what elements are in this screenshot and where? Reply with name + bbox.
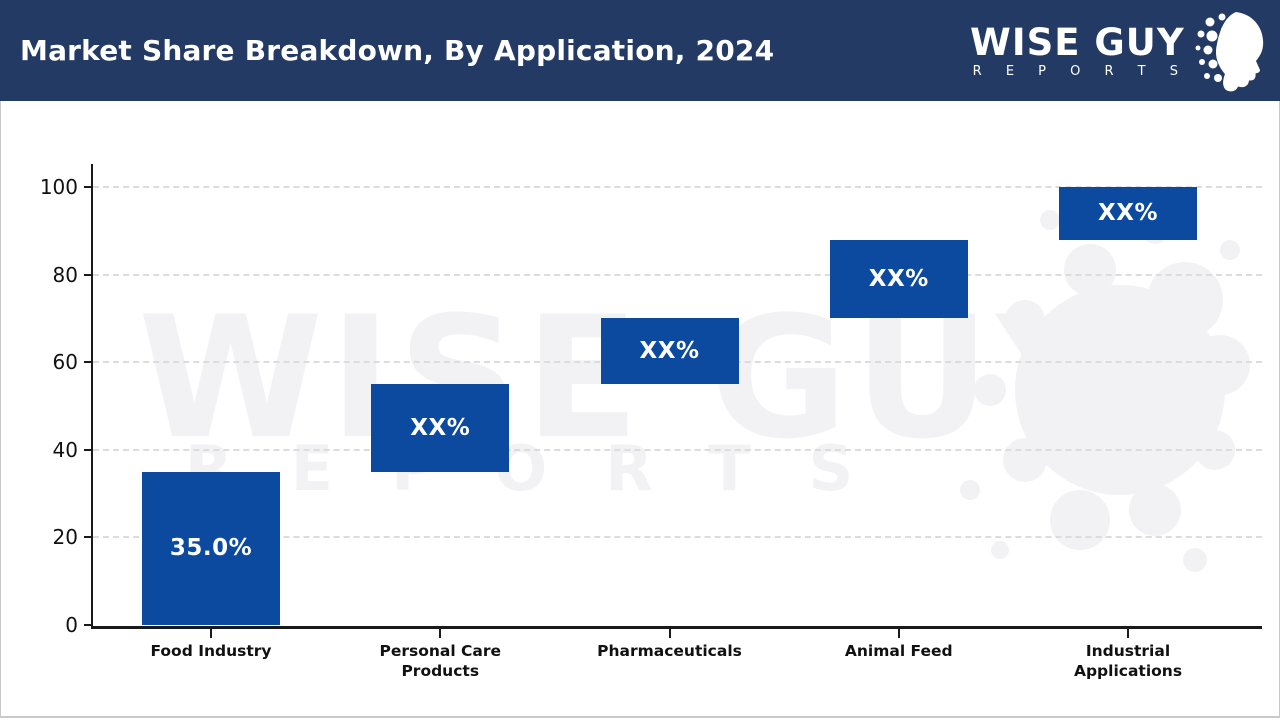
y-tick-mark-60	[84, 361, 93, 364]
bar-value-label: 35.0%	[169, 535, 253, 562]
x-tick-mark-0	[210, 629, 212, 638]
logo-name: WISE GUY	[970, 21, 1185, 64]
y-tick-label-0: 0	[65, 613, 78, 637]
y-tick-mark-80	[84, 273, 93, 276]
y-tick-mark-40	[84, 448, 93, 451]
x-tick-mark-3	[897, 629, 900, 638]
wise-guy-reports-logo: WISE GUY R E P O R T S	[967, 8, 1266, 94]
y-tick-mark-0	[84, 624, 93, 626]
bar-industrial-applications: XX%	[1059, 187, 1197, 240]
logo-tagline: R E P O R T S	[972, 64, 1188, 79]
y-tick-label-100: 100	[39, 175, 78, 199]
x-category-label-0: Food Industry	[150, 642, 272, 660]
dotted-head-profile-icon	[1195, 12, 1264, 92]
watermark-head-icon	[960, 210, 1250, 572]
x-axis-line	[91, 626, 1262, 629]
gridline-20	[93, 536, 1262, 539]
y-tick-mark-20	[84, 536, 93, 539]
gridline-40	[93, 448, 1262, 451]
report-header: Market Share Breakdown, By Application, …	[0, 0, 1280, 101]
bar-pharmaceuticals: XX%	[600, 318, 739, 385]
bar-value-label: XX%	[639, 338, 700, 365]
x-category-label-1: Personal Care Products	[379, 642, 502, 680]
x-category-label-4: Industrial Applications	[1073, 642, 1183, 680]
gridline-100	[93, 186, 1262, 188]
y-tick-label-60: 60	[52, 350, 78, 375]
bar-value-label: XX%	[868, 265, 929, 292]
x-category-label-2: Pharmaceuticals	[597, 642, 742, 660]
bar-value-label: XX%	[410, 414, 471, 441]
y-tick-label-20: 20	[52, 525, 78, 550]
watermark-text-reports: REPORTS	[185, 432, 912, 505]
chart-title: Market Share Breakdown, By Application, …	[20, 34, 775, 67]
logo-text: WISE GUY R E P O R T S	[967, 21, 1188, 80]
x-category-label-3: Animal Feed	[844, 642, 953, 660]
bar-personal-care-products: XX%	[371, 384, 510, 472]
bar-animal-feed: XX%	[829, 239, 968, 319]
y-tick-label-80: 80	[52, 262, 78, 287]
x-tick-mark-2	[668, 629, 671, 638]
x-tick-mark-1	[439, 629, 442, 638]
bar-food-industry: 35.0%	[142, 471, 280, 625]
y-tick-mark-100	[84, 186, 93, 188]
gridline-80	[93, 273, 1262, 276]
bar-value-label: XX%	[1097, 200, 1158, 227]
y-tick-label-40: 40	[52, 437, 78, 462]
x-tick-mark-4	[1127, 629, 1129, 638]
y-axis-line	[91, 164, 93, 628]
